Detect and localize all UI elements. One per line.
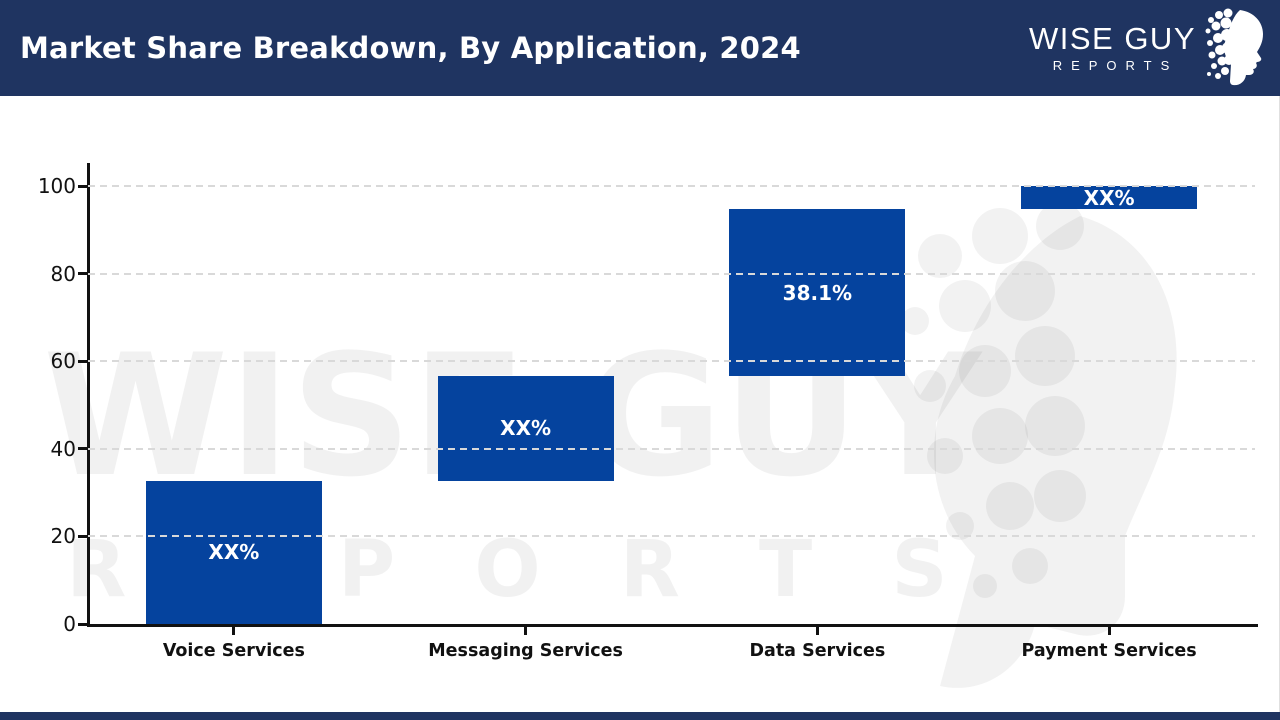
y-tick-label-60: 60 (50, 349, 76, 374)
bar-value-label: 38.1% (782, 280, 853, 305)
bar-payment-services (1021, 186, 1198, 210)
footer-strip (0, 712, 1280, 720)
gridline-40 (88, 447, 1255, 450)
chart-title: Market Share Breakdown, By Application, … (20, 31, 801, 65)
wise-guy-logo: WISE GUY REPORTS (1029, 8, 1266, 88)
y-tick-100 (78, 184, 87, 188)
y-tick-40 (78, 447, 87, 451)
gridline-20 (88, 535, 1255, 538)
gridline-60 (88, 360, 1255, 363)
y-tick-label-40: 40 (50, 436, 76, 461)
bar-messaging-services (437, 376, 614, 481)
y-tick-0 (78, 622, 87, 626)
chart-area: WISE GUY R E P O R T S XX% XX% 38.1% XX% 0 20… (0, 96, 1280, 712)
y-tick-label-100: 100 (37, 174, 76, 198)
x-category-label-payment-services: Payment Services (1021, 641, 1197, 661)
x-tick-1 (524, 627, 528, 635)
plot-area: XX% XX% 38.1% XX% 0 20 40 60 80 100 Voice Services… (0, 96, 1279, 712)
bar-data-services (729, 209, 906, 377)
y-tick-80 (78, 272, 87, 276)
logo-wordmark-line2: REPORTS (1052, 57, 1179, 73)
x-tick-0 (232, 627, 236, 635)
y-tick-60 (78, 359, 87, 363)
bar-value-label: XX% (208, 540, 260, 565)
logo-wordmark-line1: WISE GUY (1028, 21, 1196, 57)
x-category-label-messaging-services: Messaging Services (428, 641, 623, 661)
x-tick-3 (1107, 627, 1111, 635)
logo-head-icon (1205, 8, 1263, 86)
x-axis-line (86, 624, 1258, 627)
gridline-100 (88, 185, 1255, 187)
logo-wordmark: WISE GUY REPORTS (1029, 23, 1196, 73)
x-tick-2 (815, 627, 819, 635)
bar-value-label: XX% (500, 416, 552, 441)
x-category-label-data-services: Data Services (749, 641, 886, 661)
x-category-label-voice-services: Voice Services (162, 641, 305, 661)
bar-voice-services (145, 480, 322, 624)
y-tick-label-80: 80 (50, 261, 76, 286)
header: Market Share Breakdown, By Application, … (0, 0, 1280, 96)
gridline-80 (88, 272, 1255, 275)
bar-value-label: XX% (1083, 185, 1135, 210)
y-tick-label-0: 0 (63, 612, 76, 636)
y-tick-label-20: 20 (50, 524, 76, 549)
y-axis-line (86, 163, 90, 627)
y-tick-20 (78, 534, 87, 538)
